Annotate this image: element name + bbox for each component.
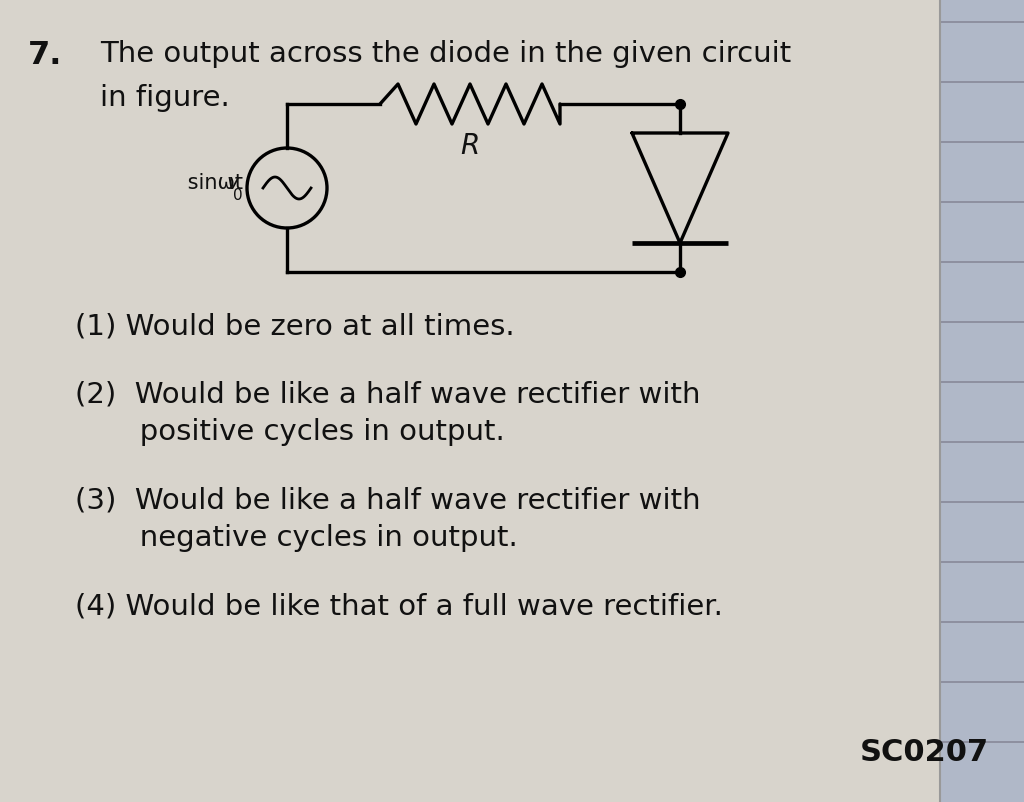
Text: R: R: [461, 132, 479, 160]
Text: The output across the diode in the given circuit: The output across the diode in the given…: [100, 40, 792, 68]
Text: 7.: 7.: [28, 40, 62, 71]
Text: SC0207: SC0207: [860, 738, 989, 767]
Text: (4) Would be like that of a full wave rectifier.: (4) Would be like that of a full wave re…: [75, 592, 723, 620]
Text: v: v: [226, 173, 239, 193]
Text: (2)  Would be like a half wave rectifier with: (2) Would be like a half wave rectifier …: [75, 380, 700, 408]
Text: in figure.: in figure.: [100, 84, 229, 112]
Text: positive cycles in output.: positive cycles in output.: [75, 418, 505, 446]
Text: (3)  Would be like a half wave rectifier with: (3) Would be like a half wave rectifier …: [75, 486, 700, 514]
Text: sinωt: sinωt: [181, 173, 243, 193]
Text: (1) Would be zero at all times.: (1) Would be zero at all times.: [75, 312, 515, 340]
Text: negative cycles in output.: negative cycles in output.: [75, 524, 518, 552]
Bar: [940, 0, 1024, 802]
Text: 0: 0: [233, 188, 243, 204]
